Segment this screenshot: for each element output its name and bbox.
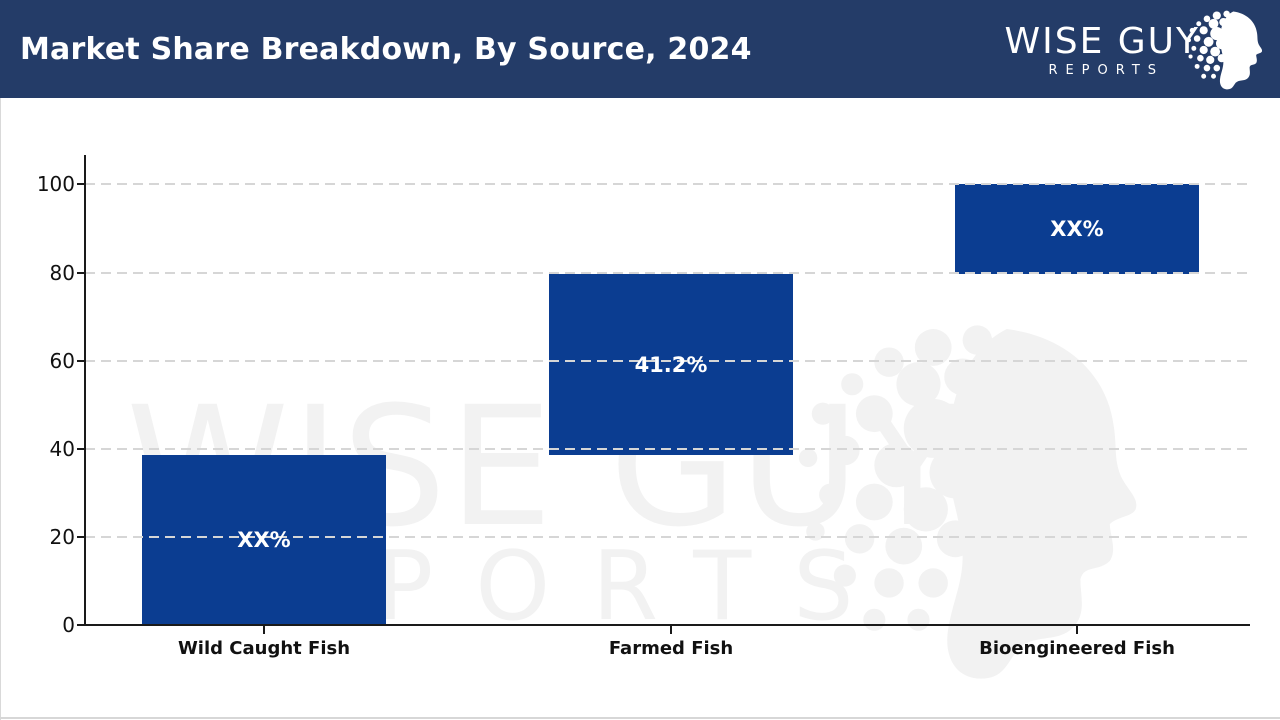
y-tick-label-80: 80	[49, 260, 75, 285]
gridline-20	[85, 535, 1250, 538]
x-category-label-0: Wild Caught Fish	[177, 638, 351, 659]
wise-guy-reports-logo: WISE GUY REPORTS	[1005, 8, 1267, 92]
y-tick-label-60: 60	[49, 348, 75, 373]
gridline-80	[85, 271, 1250, 274]
y-tick-label-20: 20	[49, 524, 75, 549]
x-tick-mark-0	[263, 626, 265, 634]
page-title: Market Share Breakdown, By Source, 2024	[20, 31, 752, 67]
gridline-60	[85, 359, 1250, 362]
y-tick-mark-0	[77, 624, 85, 626]
x-axis-line	[84, 624, 1250, 626]
bottom-divider	[0, 717, 1280, 719]
bar-value-label: 41.2%	[634, 352, 708, 377]
logo-wordmark: WISE GUY	[1004, 21, 1200, 63]
y-tick-label-40: 40	[49, 436, 75, 461]
bar-farmed-fish	[549, 273, 793, 456]
watermark-head-icon	[753, 318, 1187, 686]
y-tick-mark-80	[77, 271, 85, 274]
header-bar: Market Share Breakdown, By Source, 2024 …	[0, 0, 1280, 98]
y-tick-label-0: 0	[62, 613, 75, 637]
gridline-40	[85, 447, 1250, 450]
x-category-label-2: Bioengineered Fish	[979, 638, 1175, 659]
gridline-100	[85, 183, 1250, 186]
logo-text: WISE GUY REPORTS	[1005, 22, 1201, 78]
logo-subtitle: REPORTS	[1048, 62, 1165, 78]
y-axis-line	[84, 155, 86, 626]
bar-value-label: XX%	[1050, 217, 1104, 242]
y-tick-mark-60	[77, 359, 85, 362]
y-tick-mark-100	[77, 183, 85, 186]
bar-value-label: XX%	[237, 528, 291, 553]
bar-bioengineered-fish	[955, 184, 1199, 274]
y-tick-mark-20	[77, 535, 85, 538]
head-profile-icon	[1184, 9, 1266, 91]
y-tick-mark-40	[77, 447, 85, 450]
y-tick-label-100: 100	[36, 172, 75, 197]
x-category-label-1: Farmed Fish	[608, 638, 734, 659]
x-tick-mark-1	[670, 626, 672, 634]
bar-wild-caught-fish	[142, 455, 386, 625]
x-tick-mark-2	[1076, 626, 1078, 634]
